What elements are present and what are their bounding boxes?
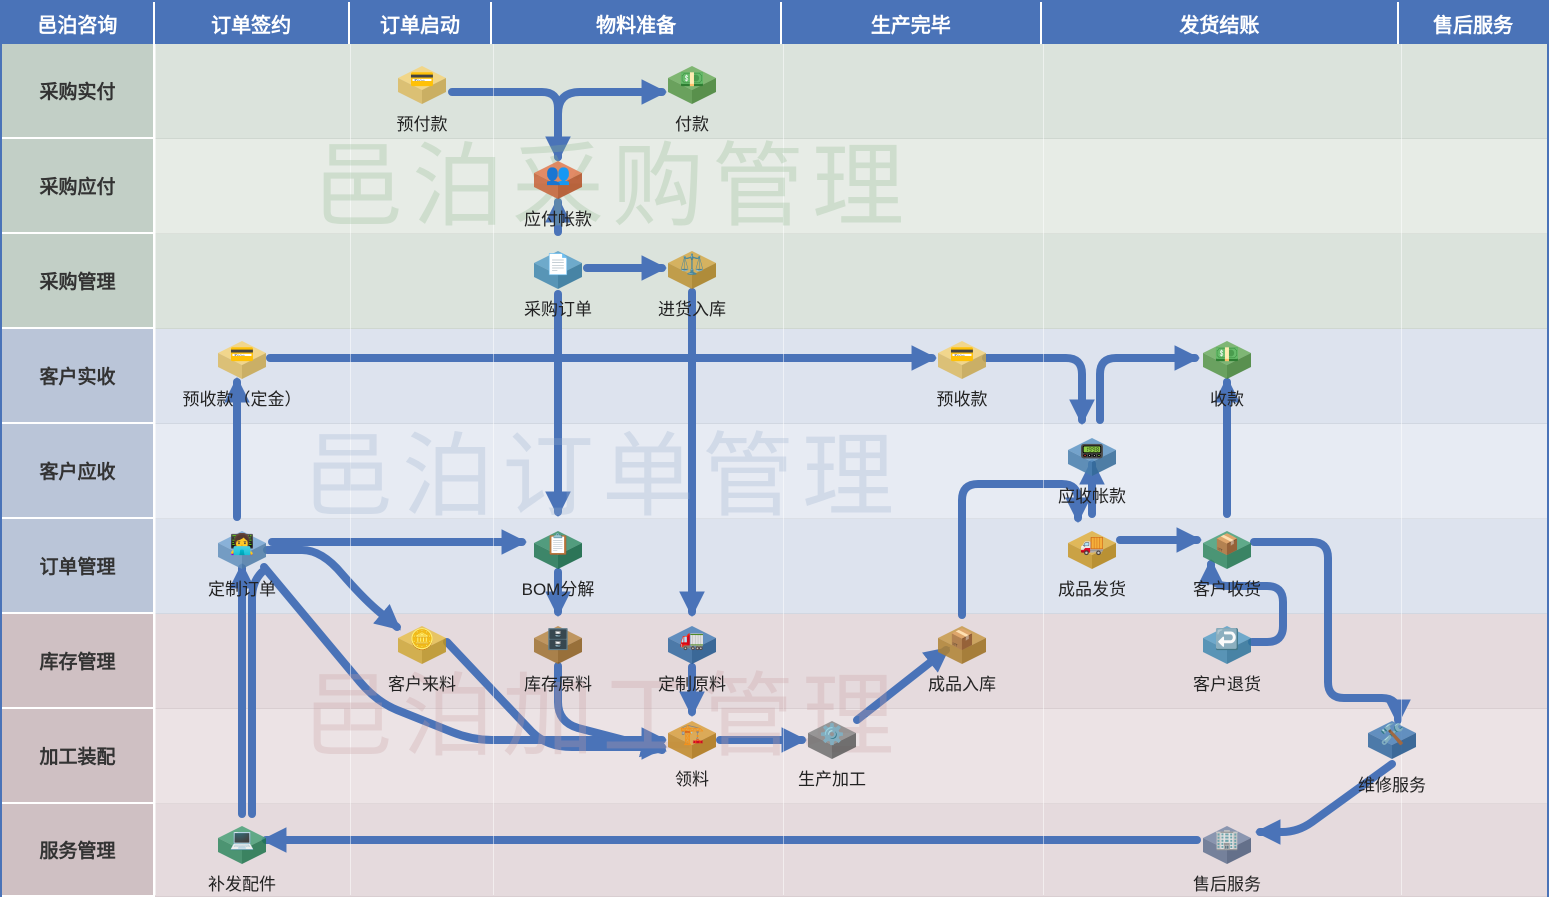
- row-body-kh_ys: [155, 424, 1547, 519]
- row-cg_yf: 采购应付: [2, 139, 1547, 234]
- row-fw_gl: 服务管理: [2, 804, 1547, 897]
- row-label-cg_gl: 采购管理: [2, 234, 155, 329]
- row-label-kh_ss: 客户实收: [2, 329, 155, 424]
- row-label-jg_zp: 加工装配: [2, 709, 155, 804]
- header-start: 订单启动: [350, 2, 493, 44]
- row-cg_gl: 采购管理: [2, 234, 1547, 329]
- row-body-cg_gl: [155, 234, 1547, 329]
- row-cg_sf: 采购实付: [2, 44, 1547, 139]
- row-dd_gl: 订单管理: [2, 519, 1547, 614]
- header-prod: 生产完毕: [782, 2, 1042, 44]
- row-body-kh_ss: [155, 329, 1547, 424]
- row-body-fw_gl: [155, 804, 1547, 897]
- row-body-kc_gl: [155, 614, 1547, 709]
- row-jg_zp: 加工装配: [2, 709, 1547, 804]
- swimlane-diagram: 邑泊咨询订单签约订单启动物料准备生产完毕发货结账售后服务 采购实付采购应付采购管…: [0, 0, 1549, 897]
- body-rows: 采购实付采购应付采购管理客户实收客户应收订单管理库存管理加工装配服务管理: [2, 44, 1547, 895]
- header-row: 邑泊咨询订单签约订单启动物料准备生产完毕发货结账售后服务: [2, 2, 1547, 44]
- row-label-kh_ys: 客户应收: [2, 424, 155, 519]
- row-body-cg_sf: [155, 44, 1547, 139]
- row-kh_ss: 客户实收: [2, 329, 1547, 424]
- header-sign: 订单签约: [155, 2, 350, 44]
- row-kh_ys: 客户应收: [2, 424, 1547, 519]
- row-label-fw_gl: 服务管理: [2, 804, 155, 897]
- row-body-dd_gl: [155, 519, 1547, 614]
- row-label-dd_gl: 订单管理: [2, 519, 155, 614]
- row-body-jg_zp: [155, 709, 1547, 804]
- header-ship: 发货结账: [1042, 2, 1400, 44]
- row-body-cg_yf: [155, 139, 1547, 234]
- row-kc_gl: 库存管理: [2, 614, 1547, 709]
- row-label-cg_sf: 采购实付: [2, 44, 155, 139]
- header-after: 售后服务: [1399, 2, 1547, 44]
- header-brand: 邑泊咨询: [2, 2, 155, 44]
- header-material: 物料准备: [492, 2, 782, 44]
- row-label-cg_yf: 采购应付: [2, 139, 155, 234]
- row-label-kc_gl: 库存管理: [2, 614, 155, 709]
